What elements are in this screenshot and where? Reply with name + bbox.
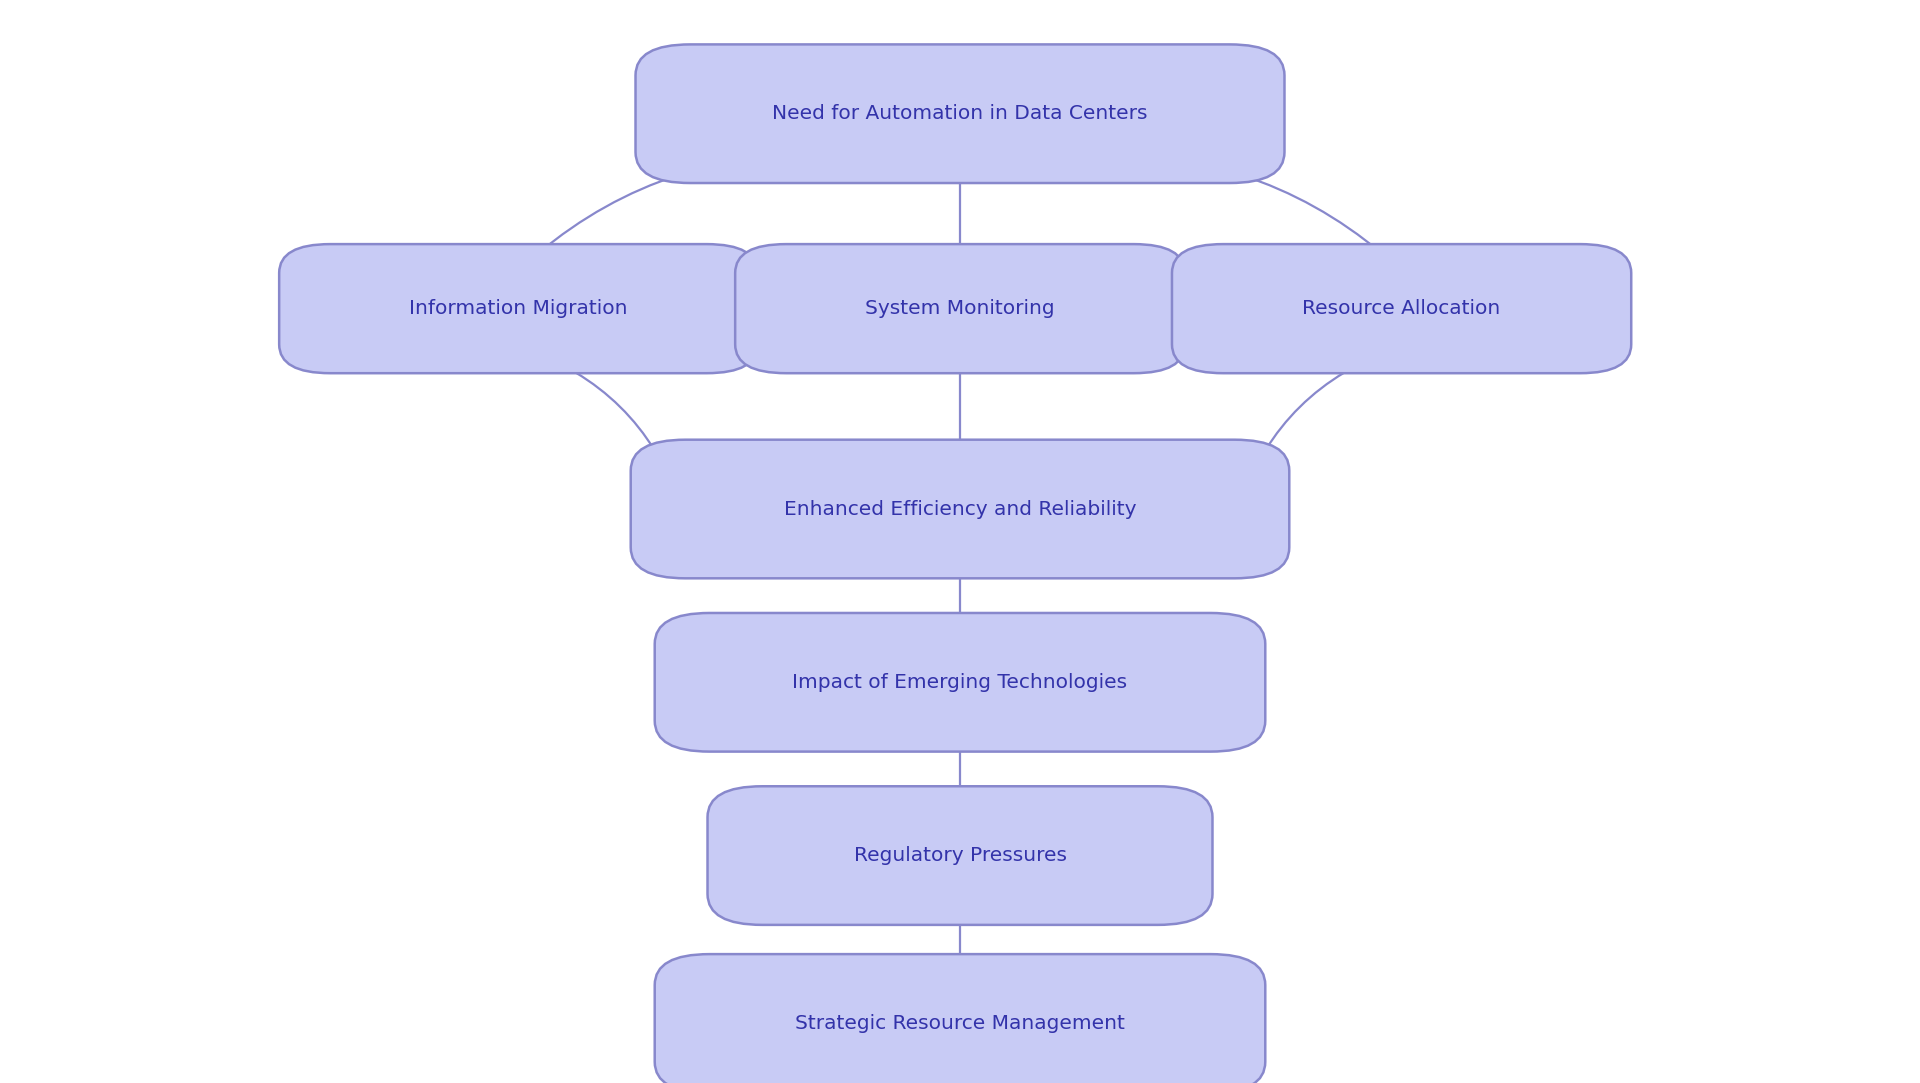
- Text: Resource Allocation: Resource Allocation: [1302, 299, 1501, 318]
- Text: Enhanced Efficiency and Reliability: Enhanced Efficiency and Reliability: [783, 499, 1137, 519]
- FancyBboxPatch shape: [1171, 244, 1632, 374]
- Text: Impact of Emerging Technologies: Impact of Emerging Technologies: [793, 673, 1127, 692]
- FancyBboxPatch shape: [630, 440, 1290, 578]
- FancyBboxPatch shape: [735, 244, 1185, 374]
- Text: Information Migration: Information Migration: [409, 299, 628, 318]
- FancyBboxPatch shape: [708, 786, 1213, 925]
- FancyBboxPatch shape: [278, 244, 758, 374]
- Text: System Monitoring: System Monitoring: [866, 299, 1054, 318]
- Text: Strategic Resource Management: Strategic Resource Management: [795, 1014, 1125, 1033]
- FancyBboxPatch shape: [636, 44, 1284, 183]
- Text: Regulatory Pressures: Regulatory Pressures: [854, 846, 1066, 865]
- Text: Need for Automation in Data Centers: Need for Automation in Data Centers: [772, 104, 1148, 123]
- FancyBboxPatch shape: [655, 613, 1265, 752]
- FancyBboxPatch shape: [655, 954, 1265, 1083]
